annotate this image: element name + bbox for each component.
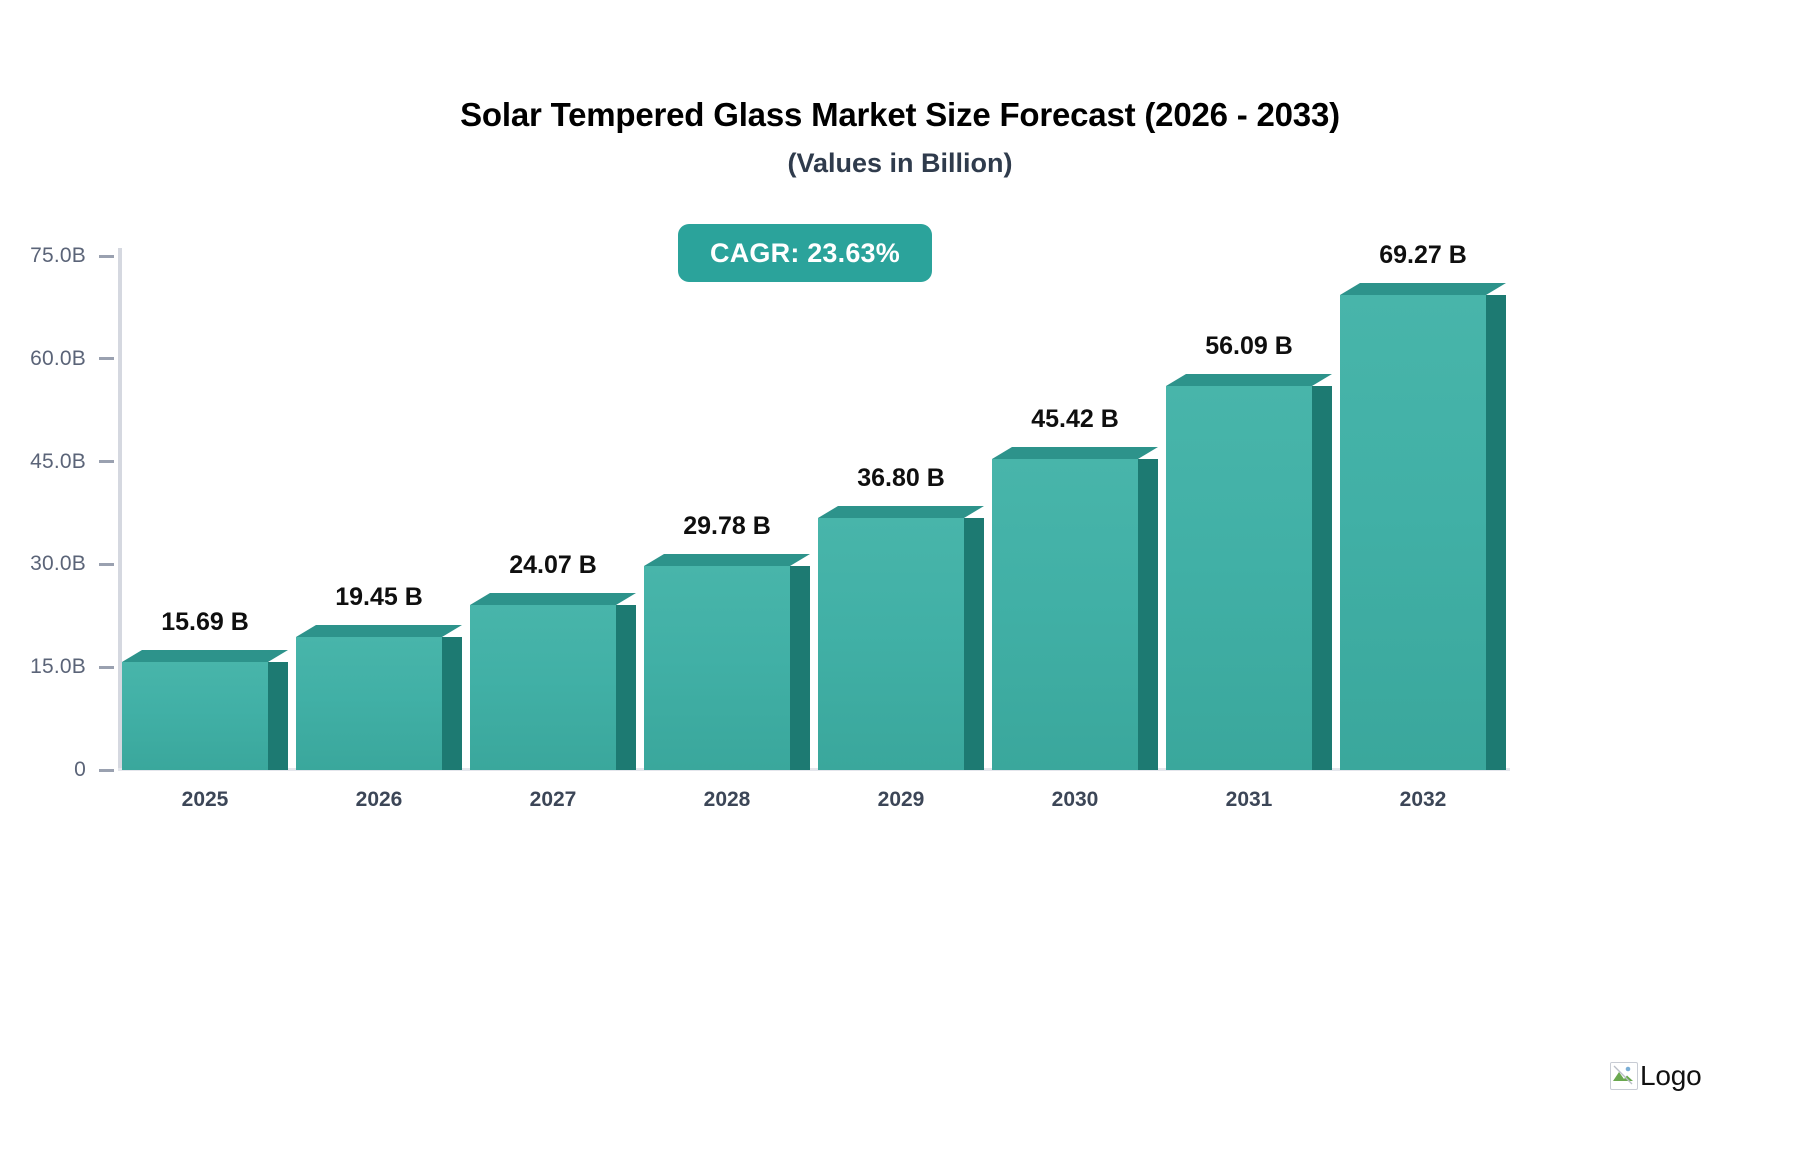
y-axis-tick-mark xyxy=(99,357,114,361)
bar-side-face xyxy=(790,565,810,770)
x-axis-tick-label: 2029 xyxy=(877,788,925,811)
bar-value-label: 45.42 B xyxy=(1031,404,1119,433)
bar-top-face xyxy=(818,505,984,518)
y-axis-tick: 30.0B xyxy=(30,552,114,576)
broken-image-icon xyxy=(1610,1062,1638,1090)
bar-column[interactable] xyxy=(470,593,636,770)
y-axis-tick-label: 75.0B xyxy=(30,244,86,267)
bar-value-label: 15.69 B xyxy=(161,608,249,637)
y-axis-spine xyxy=(118,248,122,770)
y-axis-tick: 15.0B xyxy=(30,655,114,679)
bar-side-face xyxy=(268,662,288,770)
bar-top-face xyxy=(296,624,462,637)
y-axis-tick-mark xyxy=(99,665,114,669)
bar-front-face xyxy=(644,565,790,770)
y-axis-tick: 0 xyxy=(74,758,114,782)
y-axis-tick: 45.0B xyxy=(30,450,114,474)
x-axis-tick-label: 2026 xyxy=(355,788,403,811)
y-axis-tick-label: 15.0B xyxy=(30,655,86,679)
bar-front-face xyxy=(296,636,442,770)
bar-column[interactable] xyxy=(818,505,984,770)
bar-front-face xyxy=(1166,385,1312,770)
bar-value-label: 36.80 B xyxy=(857,463,945,492)
bar-side-face xyxy=(1486,295,1506,770)
bar-side-face xyxy=(964,517,984,770)
y-axis-tick-mark xyxy=(99,562,114,566)
bar-top-face xyxy=(1166,373,1332,386)
bar-series: 15.69 B 2025 19.45 B 2026 24.07 B 2027 29.78 B… xyxy=(118,0,1510,1156)
bar-side-face xyxy=(616,605,636,770)
bar-top-face xyxy=(470,593,636,606)
bar-front-face xyxy=(122,662,268,770)
bar-value-label: 29.78 B xyxy=(683,511,771,540)
y-axis-tick: 75.0B xyxy=(30,244,114,268)
bar-top-face xyxy=(644,553,810,566)
x-axis-tick-label: 2028 xyxy=(703,788,751,811)
bar-side-face xyxy=(1138,458,1158,770)
y-axis-tick-mark xyxy=(99,254,114,258)
y-axis-tick: 60.0B xyxy=(30,347,114,371)
y-axis: 0 15.0B 30.0B 45.0B 60.0B 75.0B xyxy=(0,0,114,1156)
y-axis-tick-label: 30.0B xyxy=(30,552,86,576)
bar-value-label: 56.09 B xyxy=(1205,331,1293,360)
y-axis-tick-mark xyxy=(99,768,114,772)
bar-column[interactable] xyxy=(1166,373,1332,770)
y-axis-tick-label: 0 xyxy=(74,758,86,781)
x-axis-baseline xyxy=(118,768,1510,771)
bar-value-label: 24.07 B xyxy=(509,551,597,580)
bar-value-label: 19.45 B xyxy=(335,582,423,611)
bar-top-face xyxy=(122,650,288,663)
logo: Logo xyxy=(1610,1060,1702,1092)
bar-top-face xyxy=(992,446,1158,459)
x-axis-tick-label: 2025 xyxy=(181,788,229,811)
x-axis-tick-label: 2030 xyxy=(1051,788,1099,811)
bar-front-face xyxy=(1340,295,1486,770)
logo-label: Logo xyxy=(1640,1060,1702,1091)
bar-front-face xyxy=(470,605,616,770)
cagr-badge: CAGR: 23.63% xyxy=(678,224,932,282)
bar-front-face xyxy=(818,517,964,770)
bar-top-face xyxy=(1340,283,1506,296)
bar-value-label: 69.27 B xyxy=(1379,241,1467,270)
bar-column[interactable] xyxy=(1340,283,1506,770)
bar-column[interactable] xyxy=(644,553,810,770)
bar-column[interactable] xyxy=(122,650,288,770)
bar-column[interactable] xyxy=(992,446,1158,770)
y-axis-tick-label: 45.0B xyxy=(30,449,86,473)
y-axis-tick-mark xyxy=(99,460,114,464)
x-axis-tick-label: 2027 xyxy=(529,788,577,811)
x-axis-tick-label: 2032 xyxy=(1399,788,1447,811)
bar-column[interactable] xyxy=(296,624,462,770)
bar-side-face xyxy=(442,636,462,770)
x-axis-tick-label: 2031 xyxy=(1225,788,1273,811)
y-axis-tick-label: 60.0B xyxy=(30,346,86,370)
bar-side-face xyxy=(1312,385,1332,770)
bar-front-face xyxy=(992,458,1138,770)
